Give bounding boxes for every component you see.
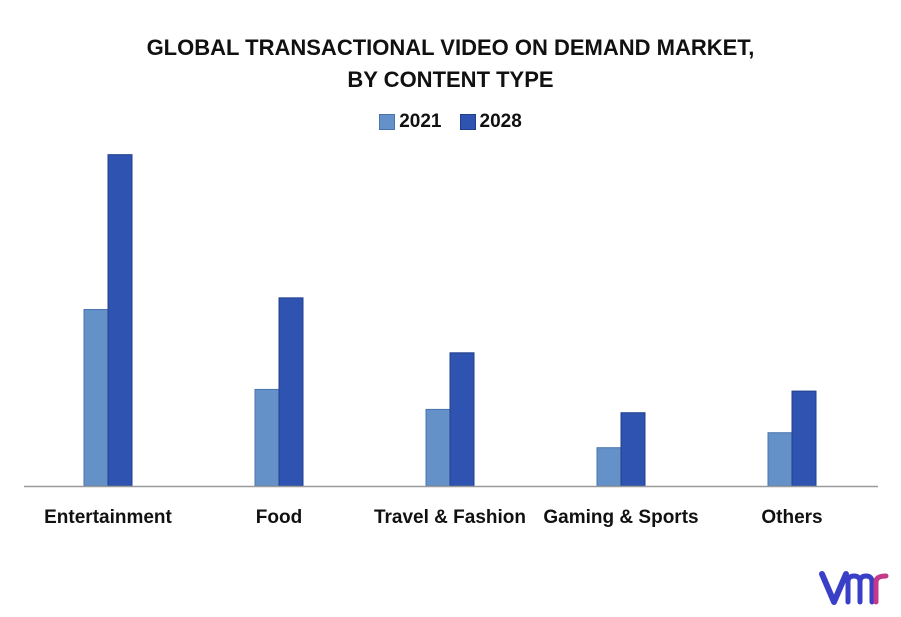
category-label: Others: [761, 507, 822, 528]
legend-swatch-2021: [379, 114, 396, 130]
legend-item-2028: 2028: [459, 111, 522, 133]
bar-2028-food: [278, 297, 304, 487]
category-label: Gaming & Sports: [543, 507, 698, 528]
chart-title-line-1: GLOBAL TRANSACTIONAL VIDEO ON DEMAND MAR…: [146, 35, 755, 60]
bar-2028-others: [791, 390, 817, 487]
legend-label-2028: 2028: [479, 111, 522, 132]
category-label: Entertainment: [44, 507, 172, 528]
bar-2021-entertainment: [83, 309, 109, 487]
vmr-logo-icon: [819, 571, 889, 605]
bar-2028-gaming-sports: [620, 412, 646, 487]
bar-2021-food: [254, 388, 280, 487]
bar-2021-gaming-sports: [596, 447, 622, 487]
category-label: Food: [256, 507, 302, 528]
bar-2021-others: [767, 432, 793, 487]
bar-2028-travel-fashion: [449, 352, 475, 487]
legend-item-2021: 2021: [379, 111, 442, 133]
chart-legend: 2021 2028: [0, 111, 901, 133]
bar-2021-travel-fashion: [425, 408, 451, 487]
bar-2028-entertainment: [107, 154, 133, 487]
category-label: Travel & Fashion: [374, 507, 526, 528]
legend-label-2021: 2021: [399, 111, 442, 132]
chart-title: GLOBAL TRANSACTIONAL VIDEO ON DEMAND MAR…: [0, 32, 901, 96]
chart-title-line-2: BY CONTENT TYPE: [347, 67, 554, 92]
legend-swatch-2028: [459, 114, 476, 130]
